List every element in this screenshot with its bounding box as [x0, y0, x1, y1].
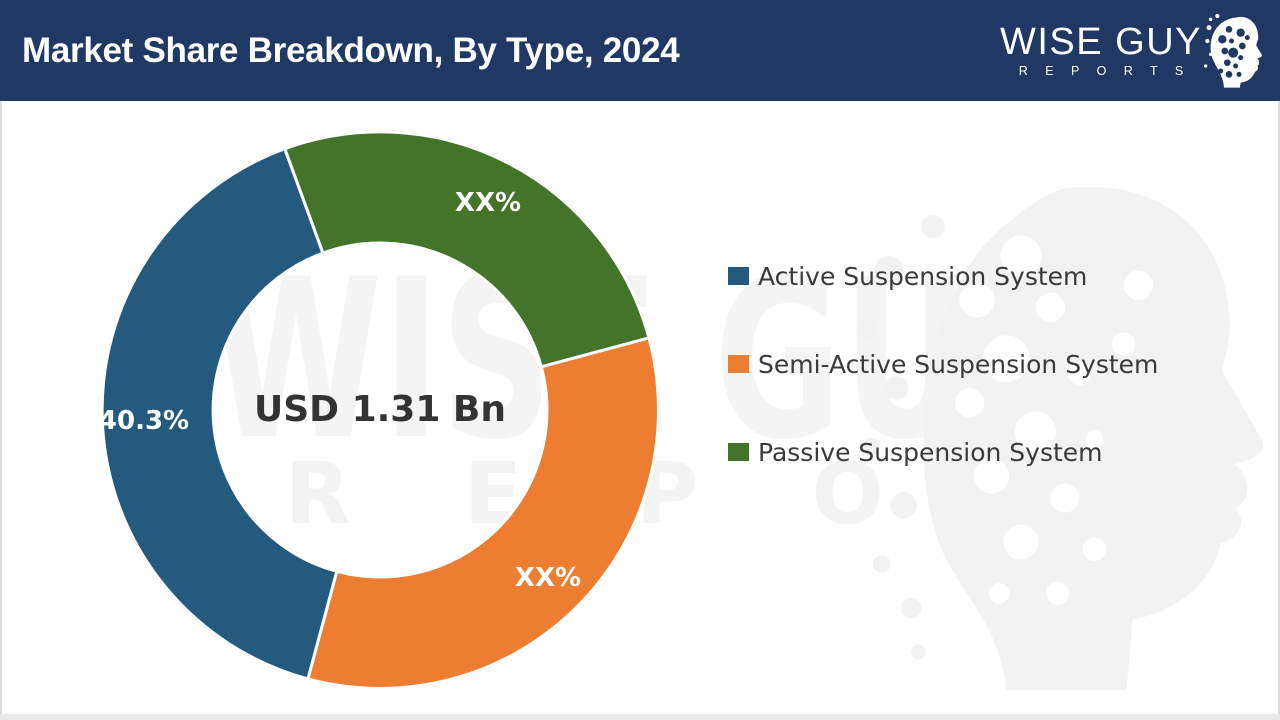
- logo-wordmark: WISE GUY R E P O R T S: [999, 20, 1202, 79]
- legend-label-active: Active Suspension System: [758, 261, 1088, 291]
- donut-chart: XX% XX% 40.3%: [100, 130, 660, 690]
- chart-legend: Active Suspension System Semi-Active Sus…: [728, 258, 1158, 470]
- legend-label-passive: Passive Suspension System: [758, 437, 1103, 467]
- donut-center-value: USD 1.31 Bn: [254, 389, 506, 430]
- logo-brand-name: WISE GUY: [999, 20, 1202, 63]
- slice-active-suspension: [100, 147, 339, 681]
- slice-value-semi-active: XX%: [515, 563, 581, 593]
- slice-value-active: 40.3%: [100, 406, 189, 436]
- bottom-border: [0, 714, 1280, 720]
- slice-passive-suspension: [283, 130, 651, 369]
- legend-item-semi-active: Semi-Active Suspension System: [728, 346, 1158, 382]
- legend-swatch-semi-active-icon: [728, 355, 749, 373]
- slice-value-passive: XX%: [455, 188, 521, 218]
- slice-semi-active-suspension: [306, 336, 660, 690]
- legend-label-semi-active: Semi-Active Suspension System: [758, 349, 1159, 379]
- brand-logo: WISE GUY R E P O R T S: [1000, 10, 1264, 92]
- right-border: [1278, 101, 1280, 714]
- legend-swatch-active-icon: [728, 267, 749, 285]
- logo-face-icon: [1204, 13, 1262, 88]
- logo-brand-subtitle: R E P O R T S: [1018, 64, 1191, 79]
- legend-swatch-passive-icon: [728, 443, 749, 461]
- left-border: [0, 101, 2, 714]
- watermark-face-icon: [856, 186, 1264, 691]
- legend-item-passive: Passive Suspension System: [728, 434, 1158, 470]
- legend-item-active: Active Suspension System: [728, 258, 1158, 294]
- page-title: Market Share Breakdown, By Type, 2024: [22, 30, 680, 70]
- header-bar: Market Share Breakdown, By Type, 2024 WI…: [0, 0, 1280, 101]
